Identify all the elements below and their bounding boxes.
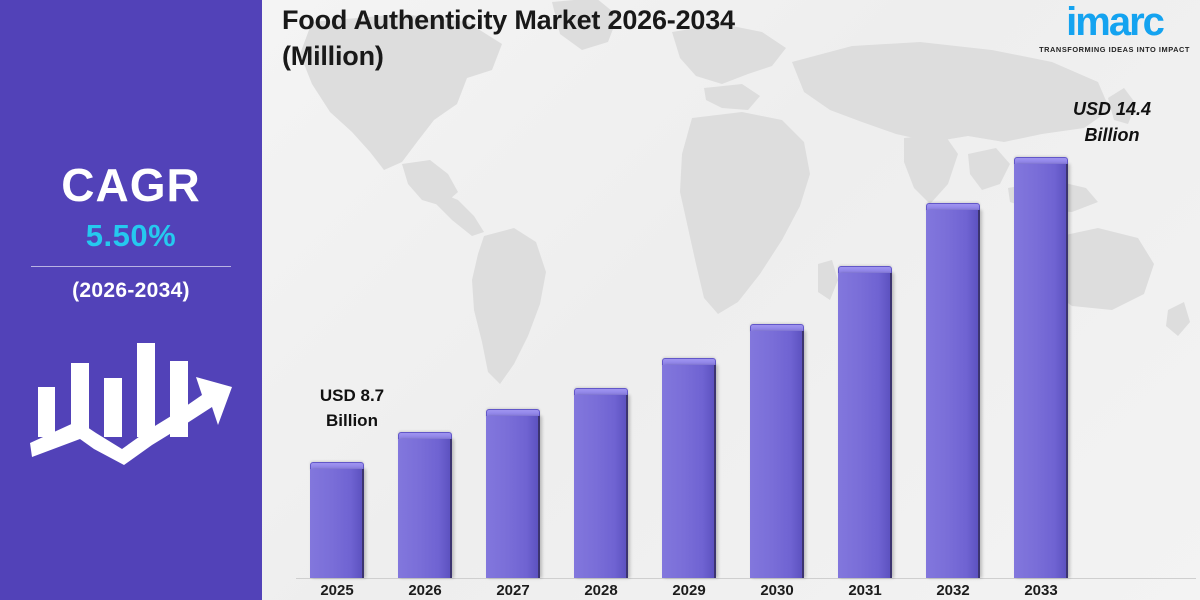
bar-2032: 2032 bbox=[926, 203, 980, 599]
bar-body bbox=[398, 439, 452, 578]
first-bar-value-label: USD 8.7 Billion bbox=[292, 384, 412, 433]
chart-baseline bbox=[296, 578, 1196, 579]
bar-2031: 2031 bbox=[838, 266, 892, 599]
growth-bar-chart-arrow-icon bbox=[26, 321, 236, 476]
cagr-panel: CAGR 5.50% (2026-2034) bbox=[0, 0, 262, 600]
cagr-value: 5.50% bbox=[85, 218, 177, 253]
bar-year-label: 2025 bbox=[320, 582, 354, 599]
bar-year-label: 2032 bbox=[936, 582, 970, 599]
bar-year-label: 2031 bbox=[848, 582, 882, 599]
page-title-line-1: Food Authenticity Market 2026-2034 bbox=[282, 5, 735, 35]
bar-2033: 2033 bbox=[1014, 157, 1068, 599]
bar-2030: 2030 bbox=[750, 324, 804, 599]
bar-year-label: 2028 bbox=[584, 582, 618, 599]
bar-year-label: 2026 bbox=[408, 582, 442, 599]
imarc-wordmark: imarc bbox=[1066, 0, 1165, 44]
bar-body bbox=[310, 469, 364, 578]
cagr-label: CAGR bbox=[61, 159, 201, 211]
bar-2029: 2029 bbox=[662, 358, 716, 599]
bar-year-label: 2033 bbox=[1024, 582, 1058, 599]
last-bar-value-line-1: USD 14.4 bbox=[1072, 99, 1152, 119]
first-bar-value-line-1: USD 8.7 bbox=[319, 386, 385, 405]
last-bar-value-label: USD 14.4 Billion bbox=[1044, 96, 1180, 148]
bar-2025: 2025 bbox=[310, 462, 364, 599]
bar-body bbox=[486, 416, 540, 578]
bar-body bbox=[750, 331, 804, 578]
page-title-line-2: (Million) bbox=[282, 41, 384, 72]
bar-2027: 2027 bbox=[486, 409, 540, 599]
bar-body bbox=[838, 273, 892, 578]
bar-year-label: 2029 bbox=[672, 582, 706, 599]
page-title: Food Authenticity Market 2026-2034 (Mill… bbox=[282, 2, 922, 75]
last-bar-value-line-2: Billion bbox=[1084, 125, 1140, 146]
first-bar-value-line-2: Billion bbox=[326, 410, 378, 430]
bar-body bbox=[574, 395, 628, 578]
imarc-tagline: TRANSFORMING IDEAS INTO IMPACT bbox=[1039, 45, 1190, 54]
bar-body bbox=[1014, 164, 1068, 578]
bar-2026: 2026 bbox=[398, 432, 452, 599]
bar-year-label: 2027 bbox=[496, 582, 530, 599]
bar-body bbox=[926, 210, 980, 578]
cagr-period: (2026-2034) bbox=[72, 279, 190, 302]
bar-year-label: 2030 bbox=[760, 582, 794, 599]
bar-2028: 2028 bbox=[574, 388, 628, 599]
cagr-divider bbox=[31, 266, 231, 267]
bar-chart: 2025 2026 2027 2028 2029 2030 2031 2032 bbox=[262, 0, 1200, 600]
imarc-logo: imarc TRANSFORMING IDEAS INTO IMPACT bbox=[1039, 2, 1190, 54]
bar-body bbox=[662, 365, 716, 578]
